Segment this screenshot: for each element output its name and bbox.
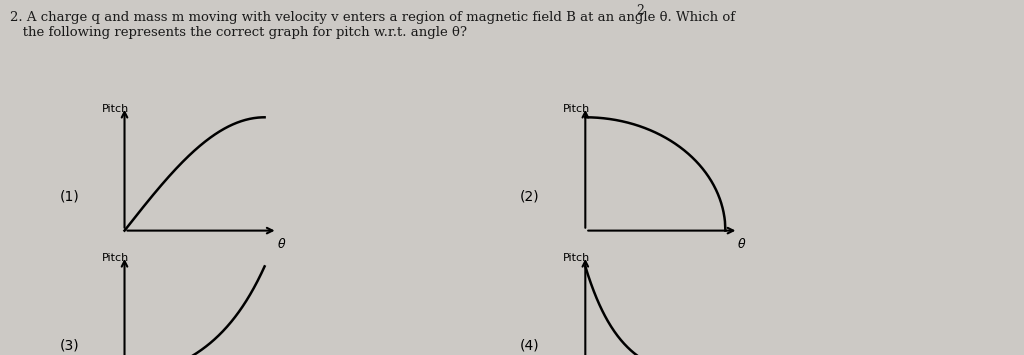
Text: 2. A charge q and mass m moving with velocity v enters a region of magnetic fiel: 2. A charge q and mass m moving with vel…	[10, 11, 735, 39]
Text: Pitch: Pitch	[562, 253, 590, 263]
Text: 2: 2	[636, 4, 644, 17]
Text: Pitch: Pitch	[562, 104, 590, 114]
Text: Pitch: Pitch	[101, 253, 129, 263]
Text: (4): (4)	[520, 338, 540, 353]
Text: θ: θ	[738, 237, 745, 251]
Text: (2): (2)	[520, 189, 540, 203]
Text: Pitch: Pitch	[101, 104, 129, 114]
Text: θ: θ	[278, 237, 285, 251]
Text: (3): (3)	[59, 338, 79, 353]
Text: (1): (1)	[59, 189, 79, 203]
